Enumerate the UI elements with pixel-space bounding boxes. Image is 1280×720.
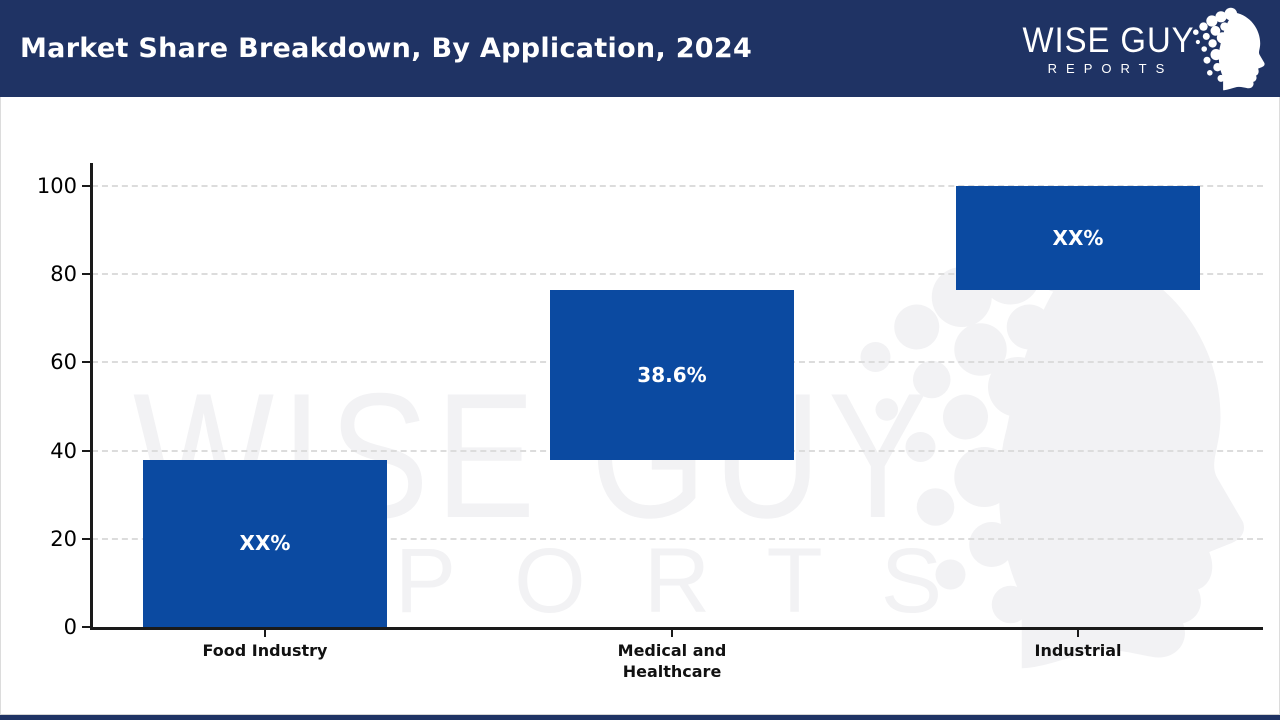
- plot: 0 20 40 60 80 100 XX% 38.6% XX% Food Industry Medi…: [1, 97, 1279, 714]
- bar-2: [550, 289, 794, 460]
- x-tick-mark: [264, 629, 266, 637]
- y-tick-mark: [82, 185, 92, 187]
- y-tick-label: 20: [50, 526, 77, 551]
- chart-area: WISE GUY REPORTS 0 20 40 60 80 100 XX% 38.6% XX%…: [0, 97, 1280, 715]
- logo-subtitle: REPORTS: [1047, 61, 1174, 76]
- gridline-100: [92, 185, 1263, 187]
- bar-label: 38.6%: [637, 362, 707, 387]
- gridline-80: [92, 273, 1263, 276]
- x-category-label: Industrial: [1034, 641, 1122, 660]
- logo-text: WISE GUY REPORTS: [1017, 23, 1200, 75]
- dotted-head-icon: [1186, 7, 1270, 91]
- y-tick-label: 80: [50, 262, 77, 287]
- y-tick-label: 60: [50, 350, 77, 375]
- x-tick-mark: [1077, 629, 1079, 637]
- footer-bar: [0, 715, 1280, 720]
- y-tick-mark: [82, 537, 92, 540]
- wise-guy-reports-logo: WISE GUY REPORTS: [1017, 6, 1270, 92]
- logo-wordmark: WISE GUY: [1022, 21, 1195, 60]
- header: Market Share Breakdown, By Application, …: [0, 0, 1280, 97]
- bar-1: [143, 459, 387, 627]
- x-category-label: Medical and Healthcare: [617, 641, 727, 681]
- bar-label: XX%: [239, 531, 291, 556]
- y-tick-label: 0: [63, 615, 77, 639]
- bar-label: XX%: [1052, 225, 1104, 250]
- gridline-20: [92, 537, 1263, 540]
- y-tick-mark: [82, 449, 92, 452]
- y-axis-spine: [90, 163, 93, 629]
- x-tick-mark: [671, 629, 673, 637]
- y-tick-mark: [82, 361, 92, 364]
- y-tick-mark: [82, 626, 92, 628]
- chart-title: Market Share Breakdown, By Application, …: [20, 33, 753, 64]
- y-tick-label: 100: [36, 174, 77, 198]
- y-tick-label: 40: [50, 438, 77, 463]
- y-tick-mark: [82, 273, 92, 276]
- x-category-label: Food Industry: [202, 641, 328, 660]
- x-axis-spine: [90, 627, 1263, 630]
